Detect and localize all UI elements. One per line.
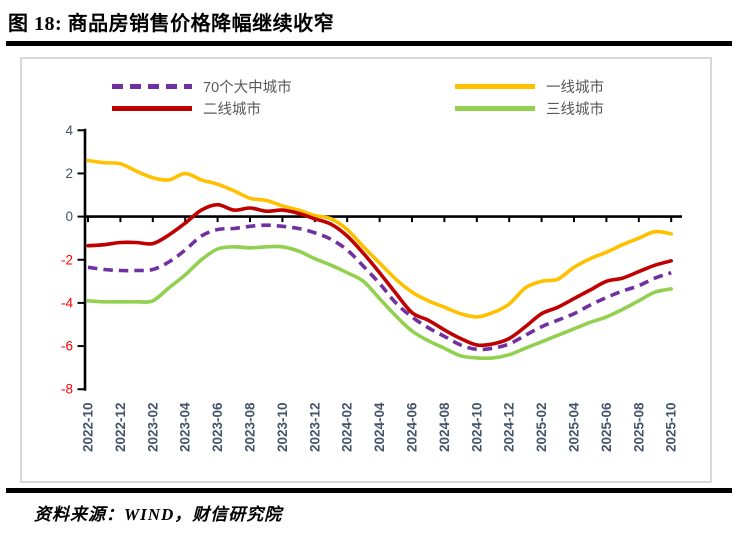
legend-swatch-tier2 bbox=[112, 105, 192, 111]
y-tick-label: 2 bbox=[65, 166, 73, 181]
x-tick-label: 2025-08 bbox=[631, 402, 646, 452]
series-line-2 bbox=[86, 202, 673, 348]
source-divider bbox=[6, 488, 732, 493]
x-axis: 2022-10 2022-12 2023-02 2023-04 2023-06 2023-… bbox=[81, 215, 682, 452]
legend-item-tier2: 二线城市 bbox=[112, 98, 261, 118]
x-tick-label: 2025-06 bbox=[599, 402, 614, 452]
x-tick-label: 2024-10 bbox=[469, 402, 484, 452]
legend-label-tier1: 一线城市 bbox=[546, 79, 604, 96]
y-tick-label: -2 bbox=[61, 252, 73, 267]
x-tick-label: 2022-10 bbox=[81, 402, 96, 452]
x-tick-label: 2023-02 bbox=[145, 402, 160, 452]
legend-item-tier3: 三线城市 bbox=[455, 98, 604, 118]
chart-panel: 70个大中城市 二线城市 一线城市 三线城市 4 2 0 -2 -4 -6 -8 2022-1… bbox=[20, 57, 712, 483]
series-line-1 bbox=[86, 158, 673, 319]
x-tick-label: 2024-06 bbox=[405, 402, 420, 452]
legend-label-tier2: 二线城市 bbox=[203, 101, 261, 118]
legend-item-70cities: 70个大中城市 bbox=[112, 76, 292, 96]
x-tick-label: 2025-04 bbox=[567, 402, 582, 452]
y-axis: 4 2 0 -2 -4 -6 -8 bbox=[61, 123, 87, 397]
legend-item-tier1: 一线城市 bbox=[455, 76, 604, 96]
x-tick-label: 2024-12 bbox=[502, 402, 517, 452]
x-tick-label: 2022-12 bbox=[113, 402, 128, 452]
legend-label-70cities: 70个大中城市 bbox=[203, 79, 292, 96]
x-tick-label: 2024-08 bbox=[437, 402, 452, 452]
y-tick-label: -8 bbox=[61, 382, 73, 397]
y-tick-label: -4 bbox=[61, 295, 73, 310]
legend-label-tier3: 三线城市 bbox=[546, 101, 604, 118]
x-tick-label: 2025-02 bbox=[534, 402, 549, 452]
x-tick-label: 2023-12 bbox=[307, 402, 322, 452]
x-tick-label: 2023-04 bbox=[178, 402, 193, 452]
figure-title: 图 18: 商品房销售价格降幅继续收窄 bbox=[8, 13, 335, 35]
y-tick-label: -6 bbox=[61, 339, 73, 354]
x-tick-label: 2025-10 bbox=[664, 402, 679, 452]
series-line-3 bbox=[86, 244, 673, 361]
x-tick-label: 2024-04 bbox=[372, 402, 387, 452]
y-tick-label: 4 bbox=[65, 123, 73, 138]
x-tick-label: 2023-10 bbox=[275, 402, 290, 452]
x-tick-label: 2023-06 bbox=[210, 402, 225, 452]
title-divider bbox=[6, 41, 732, 46]
x-tick-label: 2024-02 bbox=[340, 402, 355, 452]
source-note: 资料来源：WIND，财信研究院 bbox=[34, 505, 283, 524]
legend-swatch-tier3 bbox=[455, 105, 535, 111]
x-tick-label: 2023-08 bbox=[243, 402, 258, 452]
legend-swatch-tier1 bbox=[455, 83, 535, 89]
legend-swatch-70cities bbox=[112, 83, 192, 89]
y-tick-label: 0 bbox=[65, 209, 73, 224]
series-line-0 bbox=[87, 223, 672, 352]
